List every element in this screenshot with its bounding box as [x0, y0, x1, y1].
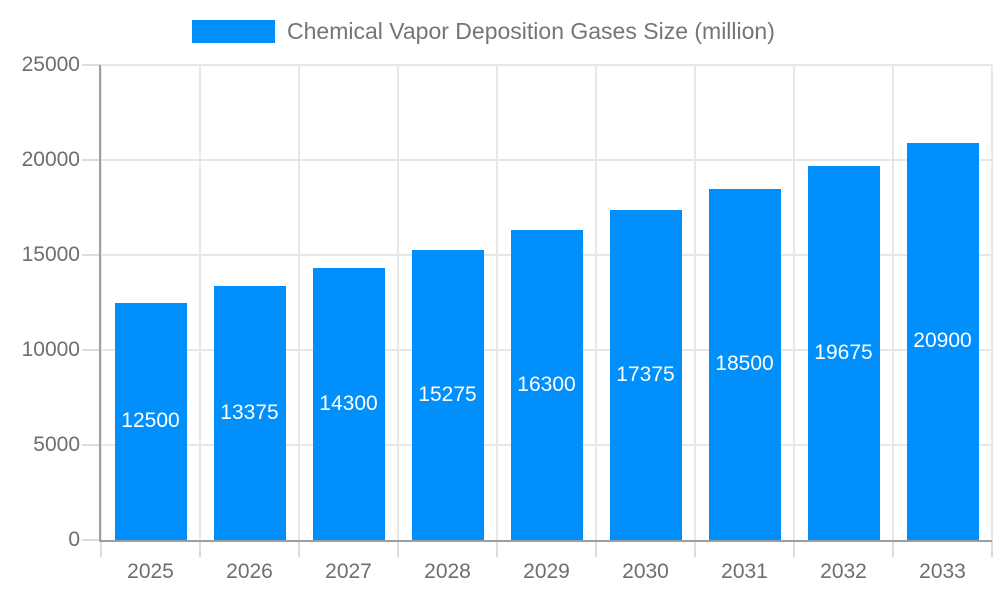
bar-value-label: 12500	[121, 409, 180, 433]
legend-label: Chemical Vapor Deposition Gases Size (mi…	[287, 18, 775, 44]
v-gridline	[496, 65, 498, 540]
v-gridline	[892, 65, 894, 540]
x-tick	[298, 540, 300, 557]
x-tick-label: 2033	[919, 560, 966, 583]
x-tick-label: 2030	[622, 560, 669, 583]
bar[interactable]	[708, 188, 781, 540]
bar-value-label: 17375	[616, 362, 675, 386]
x-tick-label: 2026	[226, 560, 273, 583]
bar-value-label: 14300	[319, 392, 378, 416]
x-tick-label: 2025	[127, 560, 174, 583]
bar[interactable]	[312, 268, 385, 540]
bar-value-label: 15275	[418, 382, 477, 406]
bar-value-label: 16300	[517, 373, 576, 397]
y-tick-label: 10000	[21, 338, 80, 361]
y-tick-label: 0	[68, 528, 80, 551]
y-tick	[82, 539, 101, 541]
bar-value-label: 18500	[715, 352, 774, 376]
x-tick	[694, 540, 696, 557]
x-tick	[892, 540, 894, 557]
y-tick	[82, 159, 101, 161]
bar-value-label: 19675	[814, 341, 873, 365]
v-gridline	[694, 65, 696, 540]
bar[interactable]	[609, 209, 682, 540]
v-gridline	[397, 65, 399, 540]
bar-value-label: 13375	[220, 400, 279, 424]
y-tick-label: 5000	[33, 433, 80, 456]
v-gridline	[991, 65, 993, 540]
y-tick	[82, 444, 101, 446]
x-tick-label: 2028	[424, 560, 471, 583]
bar[interactable]	[213, 285, 286, 540]
v-gridline	[100, 65, 102, 540]
legend-swatch	[192, 20, 275, 43]
x-tick-label: 2032	[820, 560, 867, 583]
bar[interactable]	[510, 230, 583, 540]
y-tick	[82, 64, 101, 66]
x-tick	[595, 540, 597, 557]
y-tick-label: 15000	[21, 243, 80, 266]
x-tick-label: 2029	[523, 560, 570, 583]
bar[interactable]	[807, 166, 880, 540]
x-tick	[793, 540, 795, 557]
x-tick	[991, 540, 993, 557]
x-axis-line	[99, 540, 992, 542]
x-tick-label: 2027	[325, 560, 372, 583]
y-tick	[82, 349, 101, 351]
bar[interactable]	[906, 142, 979, 540]
y-tick-label: 20000	[21, 148, 80, 171]
v-gridline	[595, 65, 597, 540]
x-tick-label: 2031	[721, 560, 768, 583]
x-tick	[100, 540, 102, 557]
v-gridline	[199, 65, 201, 540]
h-gridline	[101, 159, 992, 161]
bar-value-label: 20900	[913, 329, 972, 353]
x-tick	[397, 540, 399, 557]
y-tick-label: 25000	[21, 53, 80, 76]
y-tick	[82, 254, 101, 256]
h-gridline	[101, 64, 992, 66]
bar[interactable]	[411, 249, 484, 540]
v-gridline	[298, 65, 300, 540]
y-axis-line	[99, 65, 101, 540]
x-tick	[496, 540, 498, 557]
bar[interactable]	[114, 302, 187, 540]
v-gridline	[793, 65, 795, 540]
x-tick	[199, 540, 201, 557]
